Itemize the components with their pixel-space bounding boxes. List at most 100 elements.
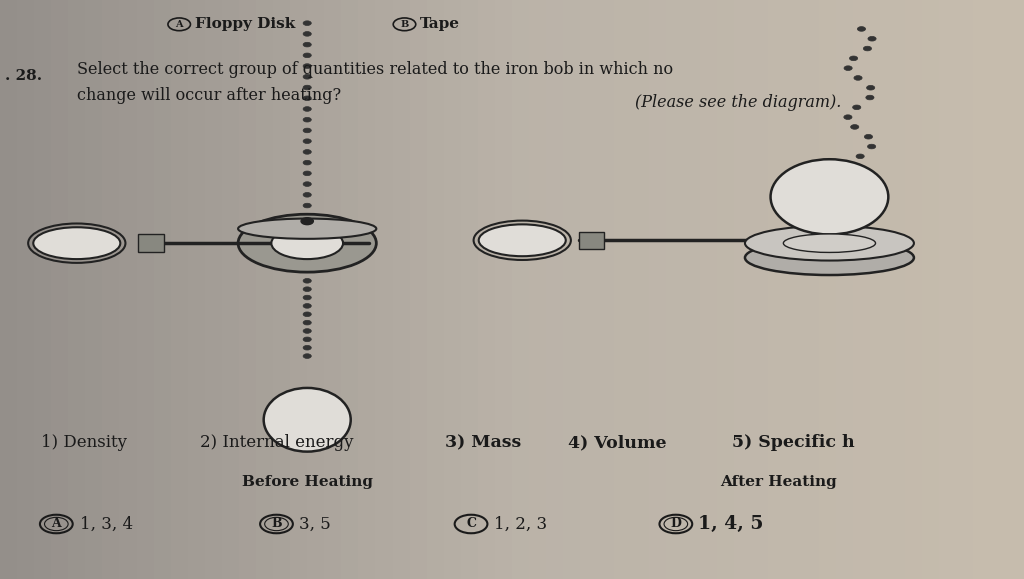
- Circle shape: [856, 154, 864, 159]
- Text: A: A: [51, 518, 61, 530]
- Bar: [34, 0, 51, 579]
- Bar: [478, 0, 495, 579]
- Bar: [717, 0, 734, 579]
- Bar: [69, 0, 85, 579]
- Bar: [870, 0, 888, 579]
- Circle shape: [868, 36, 877, 41]
- Bar: [751, 0, 768, 579]
- Bar: [461, 0, 478, 579]
- Circle shape: [303, 182, 311, 186]
- Circle shape: [303, 203, 311, 208]
- Circle shape: [303, 85, 311, 90]
- Text: B: B: [400, 20, 409, 29]
- Ellipse shape: [271, 228, 343, 259]
- Circle shape: [853, 105, 861, 109]
- Ellipse shape: [479, 225, 565, 256]
- Bar: [341, 0, 358, 579]
- Circle shape: [303, 329, 311, 334]
- Bar: [955, 0, 973, 579]
- Bar: [734, 0, 751, 579]
- Bar: [546, 0, 563, 579]
- Bar: [785, 0, 802, 579]
- Circle shape: [303, 160, 311, 165]
- Bar: [102, 0, 120, 579]
- Circle shape: [303, 75, 311, 79]
- Circle shape: [303, 64, 311, 68]
- Bar: [443, 0, 461, 579]
- Text: Tape: Tape: [420, 17, 460, 31]
- Ellipse shape: [770, 159, 888, 234]
- Circle shape: [303, 346, 311, 350]
- Bar: [853, 0, 870, 579]
- Circle shape: [303, 149, 311, 154]
- Bar: [154, 0, 171, 579]
- Bar: [512, 0, 529, 579]
- Circle shape: [857, 27, 865, 31]
- Bar: [666, 0, 683, 579]
- Bar: [581, 0, 597, 579]
- Ellipse shape: [264, 388, 350, 452]
- Bar: [990, 0, 1007, 579]
- Ellipse shape: [744, 240, 913, 275]
- Text: 3) Mass: 3) Mass: [445, 434, 521, 452]
- Circle shape: [866, 95, 874, 100]
- Circle shape: [867, 144, 876, 149]
- Bar: [222, 0, 239, 579]
- Circle shape: [850, 56, 858, 61]
- Bar: [376, 0, 392, 579]
- Bar: [939, 0, 955, 579]
- Circle shape: [303, 42, 311, 47]
- Bar: [904, 0, 922, 579]
- Bar: [290, 0, 307, 579]
- Bar: [51, 0, 69, 579]
- Circle shape: [854, 76, 862, 80]
- Ellipse shape: [238, 214, 377, 272]
- Circle shape: [303, 53, 311, 58]
- Bar: [17, 0, 34, 579]
- Bar: [563, 0, 581, 579]
- Bar: [579, 232, 604, 249]
- Circle shape: [863, 46, 871, 51]
- Circle shape: [303, 312, 311, 317]
- Bar: [699, 0, 717, 579]
- Circle shape: [844, 115, 852, 119]
- Circle shape: [303, 320, 311, 325]
- Bar: [307, 0, 325, 579]
- Circle shape: [303, 139, 311, 144]
- Text: Before Heating: Before Heating: [242, 475, 373, 489]
- Circle shape: [866, 86, 874, 90]
- Circle shape: [303, 287, 311, 291]
- Bar: [648, 0, 666, 579]
- Circle shape: [844, 66, 852, 71]
- Bar: [136, 0, 154, 579]
- Circle shape: [303, 107, 311, 111]
- Text: A: A: [175, 20, 183, 29]
- Circle shape: [303, 192, 311, 197]
- Circle shape: [303, 354, 311, 358]
- Bar: [187, 0, 205, 579]
- Ellipse shape: [744, 226, 913, 261]
- Bar: [597, 0, 614, 579]
- Circle shape: [303, 171, 311, 175]
- Bar: [802, 0, 819, 579]
- Circle shape: [303, 96, 311, 101]
- Text: Select the correct group of quantities related to the iron bob in which no
chang: Select the correct group of quantities r…: [77, 61, 673, 104]
- Circle shape: [303, 118, 311, 122]
- Bar: [683, 0, 699, 579]
- Text: 5) Specific h: 5) Specific h: [732, 434, 855, 452]
- Bar: [392, 0, 410, 579]
- Text: 3, 5: 3, 5: [299, 515, 331, 533]
- Bar: [768, 0, 785, 579]
- Bar: [256, 0, 273, 579]
- Bar: [205, 0, 222, 579]
- Bar: [171, 0, 187, 579]
- Text: 1, 4, 5: 1, 4, 5: [698, 515, 764, 533]
- Bar: [120, 0, 136, 579]
- Circle shape: [301, 218, 313, 225]
- Bar: [410, 0, 427, 579]
- Circle shape: [303, 21, 311, 25]
- Bar: [888, 0, 904, 579]
- Text: 4) Volume: 4) Volume: [568, 434, 667, 452]
- Circle shape: [851, 124, 859, 129]
- Circle shape: [303, 128, 311, 133]
